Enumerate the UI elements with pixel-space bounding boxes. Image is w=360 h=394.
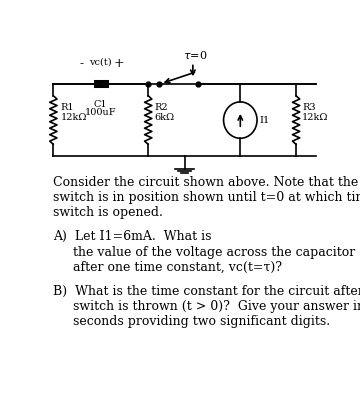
Text: seconds providing two significant digits.: seconds providing two significant digits… (53, 315, 330, 328)
Text: R2: R2 (154, 104, 168, 112)
Text: 100uF: 100uF (85, 108, 117, 117)
Text: switch is in position shown until t=0 at which time the: switch is in position shown until t=0 at… (53, 191, 360, 204)
Text: +: + (114, 57, 124, 70)
Text: switch is thrown (t > 0)?  Give your answer in: switch is thrown (t > 0)? Give your answ… (53, 300, 360, 313)
Text: 12kΩ: 12kΩ (60, 113, 87, 122)
Text: $\tau$=0: $\tau$=0 (184, 49, 208, 61)
Text: Consider the circuit shown above. Note that the: Consider the circuit shown above. Note t… (53, 176, 359, 189)
Text: R3: R3 (302, 104, 316, 112)
Text: R1: R1 (60, 104, 74, 112)
Text: after one time constant, vc(t=τ)?: after one time constant, vc(t=τ)? (53, 261, 282, 274)
Text: A)  Let I1=6mA.  What is: A) Let I1=6mA. What is (53, 230, 212, 243)
Text: C1: C1 (94, 100, 108, 110)
Text: 6kΩ: 6kΩ (154, 113, 175, 122)
Text: the value of the voltage across the capacitor: the value of the voltage across the capa… (53, 245, 356, 258)
Text: -: - (79, 57, 83, 70)
Text: B)  What is the time constant for the circuit after the: B) What is the time constant for the cir… (53, 285, 360, 298)
Text: I1: I1 (260, 115, 270, 125)
Text: vc(t): vc(t) (90, 58, 112, 67)
Text: 12kΩ: 12kΩ (302, 113, 329, 122)
Text: switch is opened.: switch is opened. (53, 206, 163, 219)
